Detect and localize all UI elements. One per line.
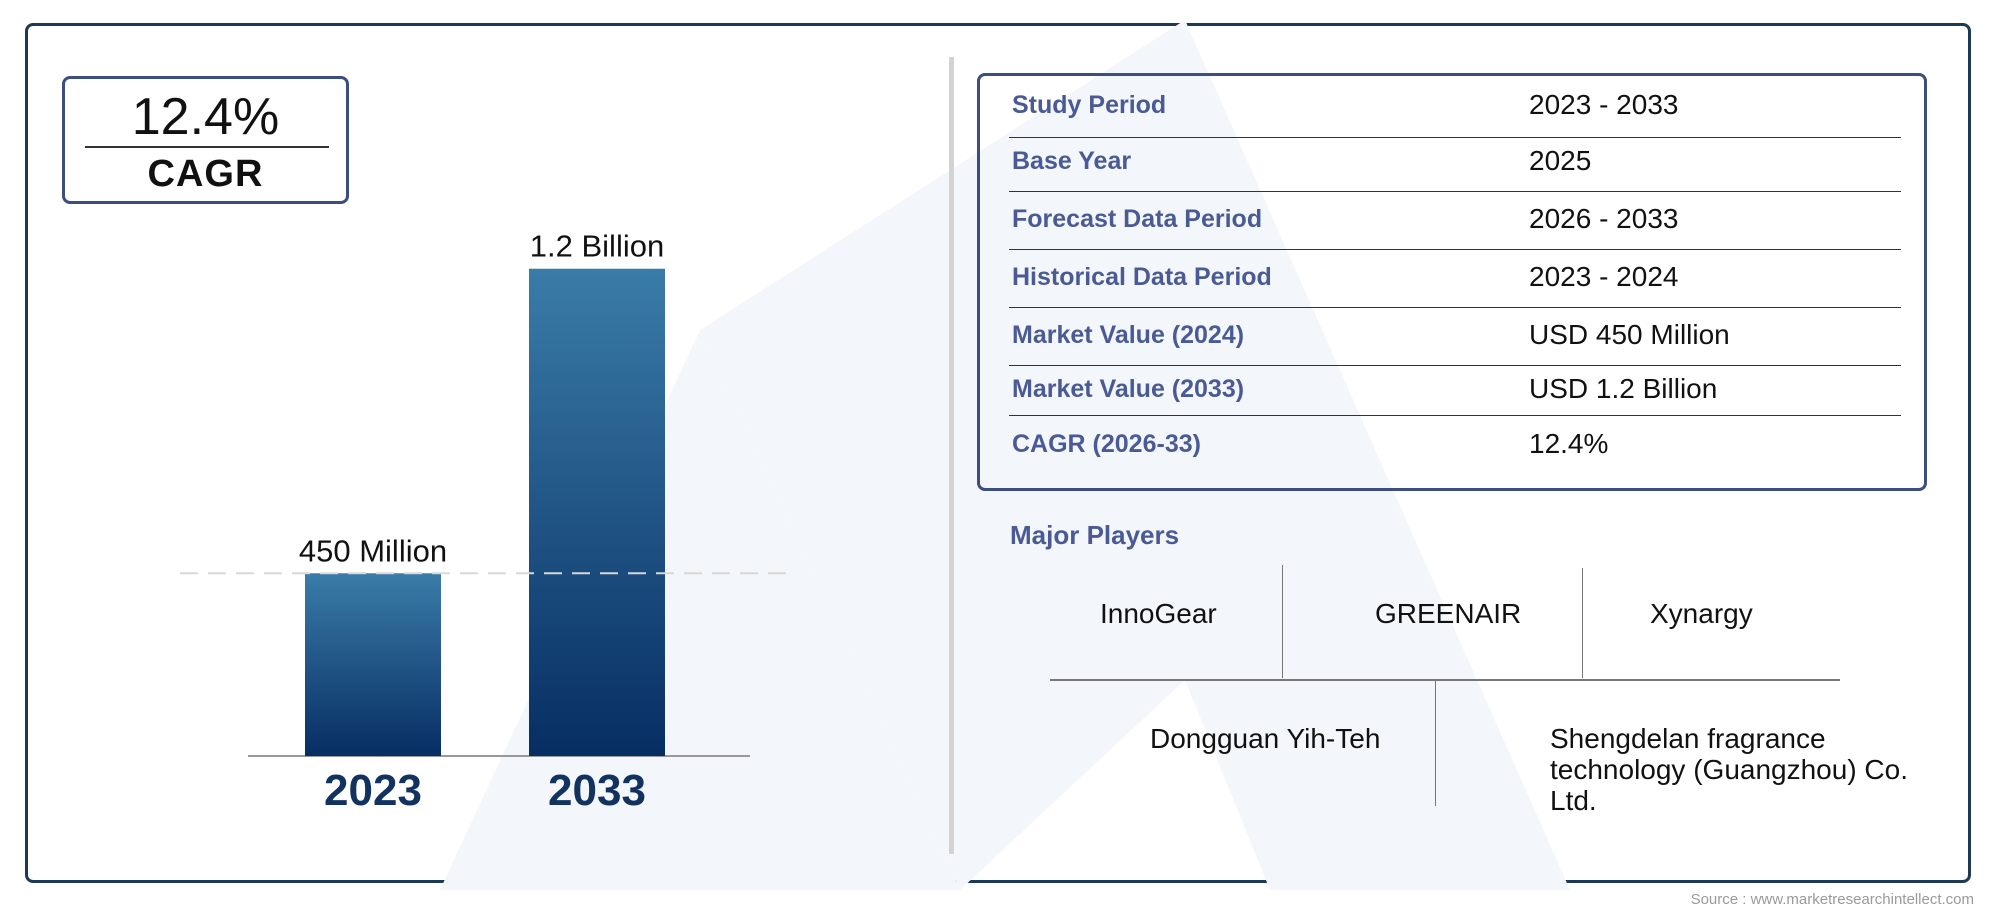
players-divider-1 (1282, 565, 1283, 678)
report-frame (25, 23, 1971, 883)
info-row: Study Period 2023 - 2033 (1009, 76, 1901, 138)
cagr-box: 12.4% CAGR (62, 76, 349, 204)
info-row: Market Value (2024) USD 450 Million (1009, 308, 1901, 366)
info-row-value: 2025 (1529, 145, 1592, 176)
info-row-value: USD 1.2 Billion (1529, 373, 1718, 404)
info-row-value: 2023 - 2024 (1529, 261, 1679, 292)
player-shengdelan: Shengdelan fragrance technology (Guangzh… (1550, 723, 1908, 816)
info-row: Historical Data Period 2023 - 2024 (1009, 250, 1901, 308)
player-innogear: InnoGear (1100, 598, 1217, 629)
info-row-label: Study Period (1012, 91, 1167, 119)
bar-chart: 450 Million 2023 1.2 Billion 2033 (180, 229, 790, 815)
info-row-label: Historical Data Period (1012, 263, 1272, 291)
players-row-separator (1050, 679, 1840, 681)
bar-2023 (305, 573, 441, 756)
players-divider-3 (1435, 680, 1436, 806)
info-row: Base Year 2025 (1009, 134, 1901, 192)
cagr-value: 12.4% (131, 88, 280, 146)
player-greenair: GREENAIR (1375, 598, 1522, 629)
player-xynargy: Xynargy (1650, 598, 1753, 629)
x-tick-label-2023: 2023 (324, 766, 422, 815)
source-text: Source : www.marketresearchintellect.com (1690, 891, 1974, 908)
cagr-label: CAGR (147, 153, 264, 195)
player-dongguan-yih-teh: Dongguan Yih-Teh (1150, 723, 1381, 754)
study-info-table: Study Period 2023 - 2033 Base Year 2025 Fore… (977, 73, 1927, 491)
cagr-separator (85, 146, 329, 148)
info-row-label: CAGR (2026-33) (1012, 430, 1201, 458)
data-label-2023: 450 Million (299, 533, 447, 568)
players-divider-2 (1582, 568, 1583, 678)
info-row-value: 2023 - 2033 (1529, 89, 1679, 120)
info-row-label: Base Year (1012, 147, 1132, 175)
info-row-label: Forecast Data Period (1012, 205, 1263, 233)
info-row-value: 12.4% (1529, 428, 1609, 459)
info-row: Market Value (2033) USD 1.2 Billion (1009, 366, 1901, 416)
major-players-title: Major Players (1010, 520, 1180, 550)
info-row-value: USD 450 Million (1529, 319, 1730, 350)
x-tick-label-2033: 2033 (548, 766, 646, 815)
info-row: Forecast Data Period 2026 - 2033 (1009, 192, 1901, 250)
info-row: CAGR (2026-33) 12.4% (1009, 416, 1901, 476)
info-row-label: Market Value (2033) (1012, 375, 1245, 403)
info-row-label: Market Value (2024) (1012, 321, 1245, 349)
info-row-value: 2026 - 2033 (1529, 203, 1679, 234)
section-divider (949, 57, 954, 854)
data-label-2033: 1.2 Billion (530, 229, 664, 264)
bar-2033 (529, 268, 665, 756)
